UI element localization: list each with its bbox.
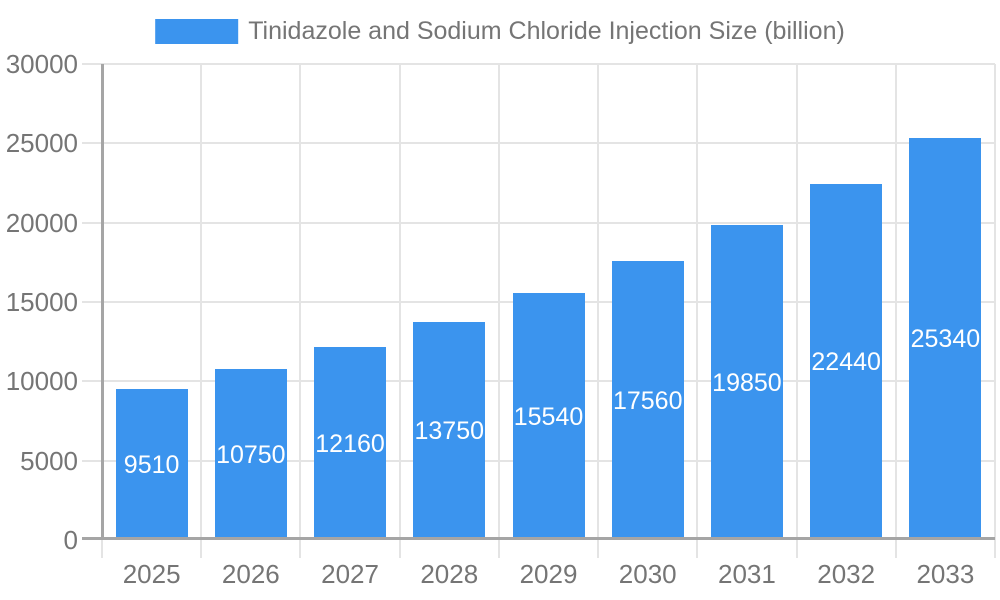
bar-2025 — [115, 389, 188, 540]
y-axis-line — [101, 64, 104, 540]
v-gridline — [894, 64, 897, 558]
x-axis-line — [82, 537, 995, 540]
v-gridline — [497, 64, 500, 558]
x-tick-label: 2033 — [916, 559, 975, 589]
plot-area: 9510 10750 12160 13750 15540 17560 19850 22440 2… — [82, 63, 996, 558]
bar-value-label: 25340 — [910, 324, 981, 353]
bar-2033 — [909, 137, 982, 540]
v-gridline — [994, 64, 996, 558]
bar-2030 — [611, 261, 684, 540]
v-gridline — [597, 64, 600, 558]
bar-value-label: 22440 — [811, 347, 881, 376]
y-tick-label: 0 — [63, 525, 78, 555]
x-tick-label: 2031 — [718, 559, 776, 589]
bar-2026 — [214, 369, 287, 540]
bar-value-label: 15540 — [513, 402, 584, 431]
bar-value-label: 17560 — [612, 386, 683, 415]
y-tick-label: 30000 — [5, 49, 78, 79]
h-gridline — [82, 63, 995, 65]
x-tick-label: 2029 — [519, 559, 578, 589]
x-tick-label: 2032 — [817, 559, 876, 589]
y-tick-label: 20000 — [5, 207, 78, 238]
y-tick-label: 15000 — [5, 287, 78, 317]
bar-value-label: 9510 — [123, 450, 180, 479]
v-gridline — [299, 64, 302, 558]
bar-value-label: 13750 — [414, 416, 485, 445]
y-tick-label: 5000 — [20, 445, 78, 476]
x-tick-label: 2025 — [122, 559, 181, 589]
x-tick-label: 2026 — [221, 559, 280, 589]
legend-label: Tinidazole and Sodium Chloride Injection… — [248, 17, 845, 45]
bar-2029 — [512, 293, 585, 540]
v-gridline — [200, 64, 203, 558]
x-tick-label: 2028 — [420, 559, 479, 589]
y-tick-label: 10000 — [5, 366, 78, 397]
bar-value-label: 19850 — [712, 368, 782, 397]
y-tick-label: 25000 — [5, 128, 78, 159]
bar-2028 — [413, 321, 486, 540]
x-axis-tick — [101, 540, 103, 558]
bar-value-label: 12160 — [315, 429, 385, 458]
bar-value-label: 10750 — [216, 440, 286, 469]
bar-2032 — [810, 183, 883, 540]
bar-2027 — [314, 347, 387, 540]
v-gridline — [696, 64, 699, 558]
legend-swatch — [155, 19, 239, 44]
chart-legend: Tinidazole and Sodium Chloride Injection… — [155, 19, 845, 44]
h-gridline — [82, 142, 995, 145]
v-gridline — [398, 64, 401, 558]
x-tick-label: 2027 — [321, 559, 379, 589]
v-gridline — [795, 64, 798, 558]
bar-2031 — [710, 225, 783, 540]
x-tick-label: 2030 — [618, 559, 677, 589]
h-gridline — [82, 221, 995, 224]
